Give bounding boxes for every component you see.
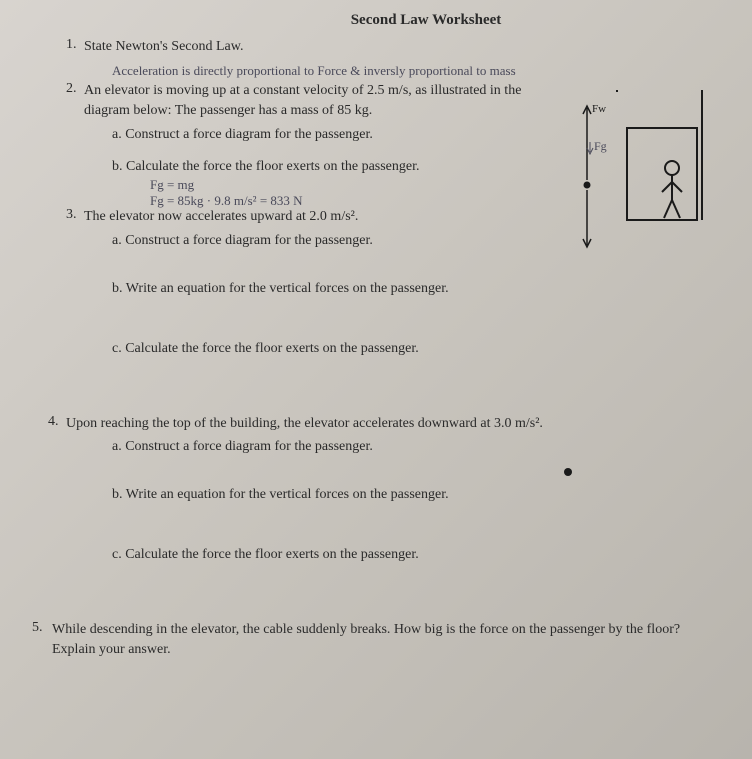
worksheet-title: Second Law Worksheet (140, 12, 712, 29)
q4-text: Upon reaching the top of the building, t… (66, 416, 543, 431)
question-1: 1. State Newton's Second Law. (84, 37, 712, 57)
q2-number: 2. (66, 81, 77, 97)
question-4: 4. Upon reaching the top of the building… (66, 414, 712, 434)
q3-text: The elevator now accelerates upward at 2… (84, 209, 358, 224)
q4-number: 4. (48, 414, 59, 430)
q4-part-b: b. Write an equation for the vertical fo… (112, 487, 712, 503)
q3-part-b: b. Write an equation for the vertical fo… (112, 281, 712, 297)
label-fg-hand: Fg (594, 139, 607, 153)
q3-part-c: c. Calculate the force the floor exerts … (112, 341, 712, 357)
q1-handwritten-answer: Acceleration is directly proportional to… (112, 63, 712, 79)
elevator-diagram: Fw Fg (542, 90, 712, 250)
label-fw: Fw (592, 103, 606, 115)
q1-text: State Newton's Second Law. (84, 39, 243, 54)
q3-number: 3. (66, 207, 77, 223)
question-5: 5. While descending in the elevator, the… (52, 620, 712, 660)
q5-text: While descending in the elevator, the ca… (52, 622, 680, 657)
q2-text: An elevator is moving up at a constant v… (84, 83, 521, 118)
q4-part-a: a. Construct a force diagram for the pas… (112, 439, 712, 455)
q4-force-dot (564, 468, 572, 476)
q1-number: 1. (66, 37, 77, 53)
q4-part-c: c. Calculate the force the floor exerts … (112, 547, 712, 563)
q5-number: 5. (32, 620, 43, 636)
